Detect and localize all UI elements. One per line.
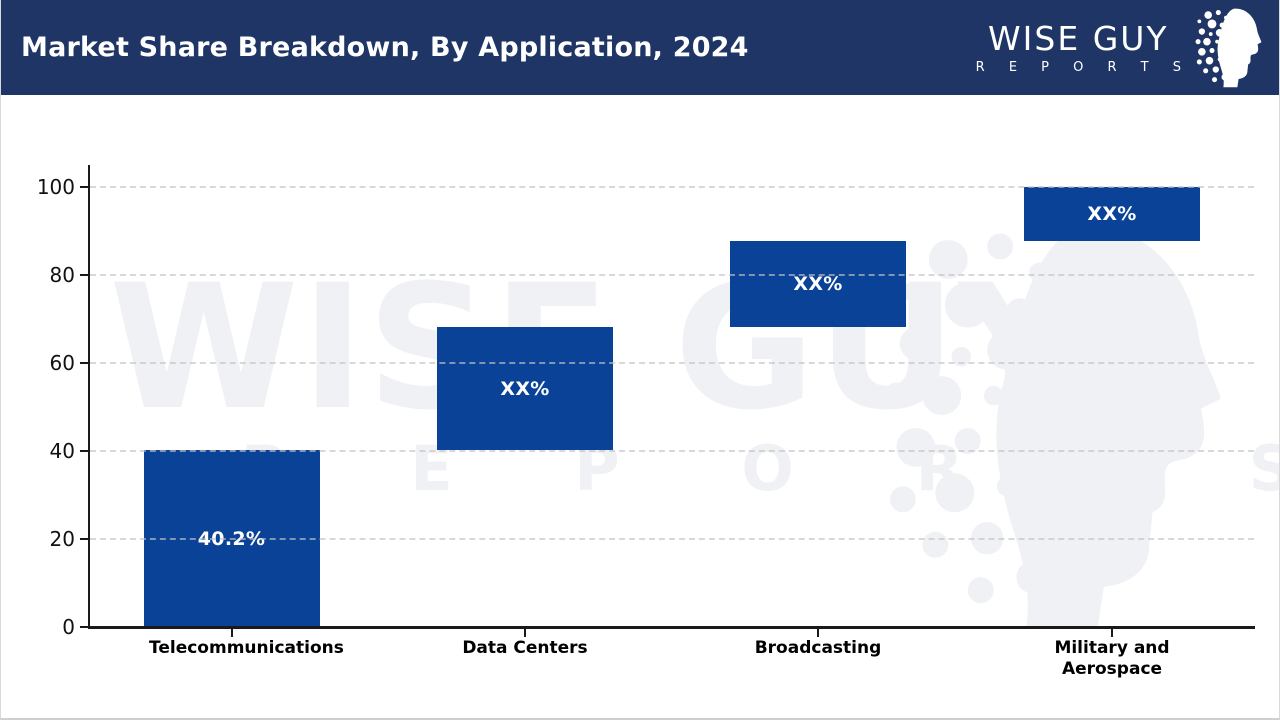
- brand-logo-text: WISE GUY R E P O R T S: [966, 22, 1191, 75]
- gridline-40: [90, 450, 1254, 452]
- y-tick-label: 0: [62, 615, 75, 639]
- y-tick-label: 20: [49, 527, 75, 551]
- x-tick-label-text: Telecommunications: [149, 638, 344, 658]
- bar-1: XX%: [437, 326, 613, 451]
- gridline-80: [90, 274, 1254, 276]
- bar-value-label: XX%: [500, 377, 550, 400]
- y-tick-mark: [80, 186, 88, 188]
- y-tick-label: 80: [49, 263, 75, 287]
- y-tick-label: 40: [49, 439, 75, 463]
- x-tick-mark: [817, 629, 819, 637]
- x-tick-mark: [1111, 629, 1113, 637]
- bar-value-label: XX%: [793, 273, 843, 295]
- gridline-60: [90, 362, 1254, 364]
- header-bar: Market Share Breakdown, By Application, …: [1, 0, 1279, 95]
- x-tick-label: Data Centers: [415, 638, 635, 659]
- brand-subname: R E P O R T S: [975, 59, 1191, 75]
- x-axis-spine: [88, 626, 1255, 629]
- y-tick-mark: [80, 626, 88, 628]
- brand-logo: WISE GUY R E P O R T S: [966, 4, 1269, 92]
- x-tick-label: Broadcasting: [708, 638, 928, 659]
- x-tick-label: Military and Aerospace: [1002, 638, 1222, 680]
- y-tick-label: 100: [36, 175, 75, 199]
- page-title: Market Share Breakdown, By Application, …: [21, 32, 749, 63]
- brand-head-icon: [1195, 8, 1262, 88]
- bar-2: XX%: [730, 241, 906, 327]
- x-tick-mark: [524, 629, 526, 637]
- gridline-100: [90, 186, 1254, 188]
- y-axis-spine: [88, 165, 90, 629]
- y-tick-mark: [80, 362, 88, 364]
- y-tick-mark: [80, 538, 88, 540]
- x-tick-mark: [230, 629, 233, 637]
- x-tick-label-text: Data Centers: [462, 638, 588, 658]
- x-tick-label-text: Broadcasting: [754, 638, 882, 658]
- gridline-20: [90, 538, 1254, 540]
- y-tick-label: 60: [49, 351, 75, 375]
- brand-name: WISE GUY: [988, 18, 1169, 58]
- x-tick-label: Telecommunications: [122, 638, 344, 659]
- y-tick-mark: [80, 450, 88, 452]
- y-tick-mark: [80, 274, 88, 276]
- bar-value-label: XX%: [1087, 203, 1137, 226]
- x-tick-label-text: Military and Aerospace: [1054, 638, 1170, 679]
- bar-3: XX%: [1024, 187, 1200, 242]
